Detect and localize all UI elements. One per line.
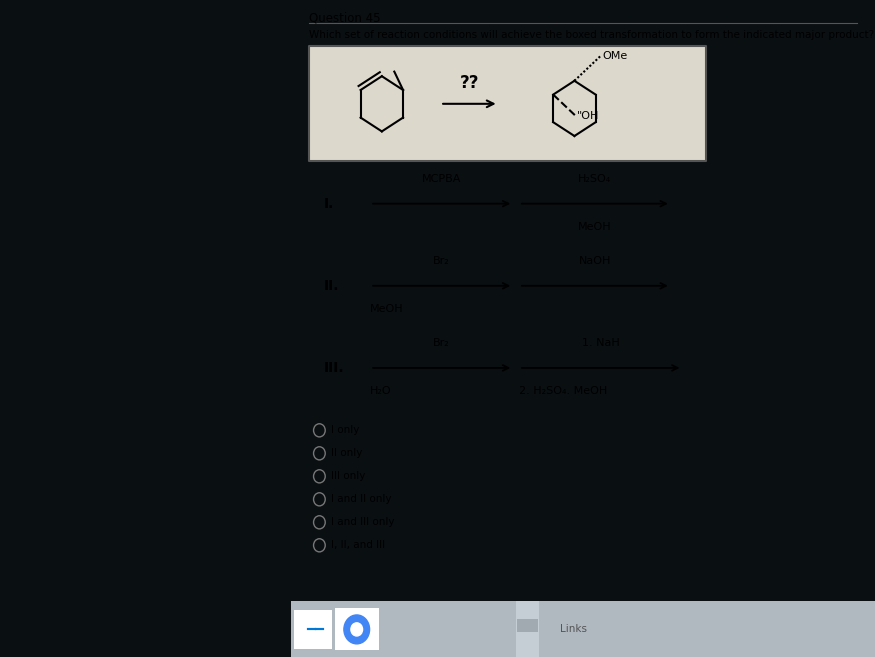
Text: "OH: "OH xyxy=(577,110,598,121)
Text: III.: III. xyxy=(324,361,344,375)
Text: MeOH: MeOH xyxy=(578,222,612,232)
Text: Br₂: Br₂ xyxy=(433,256,450,266)
Text: H₂SO₄: H₂SO₄ xyxy=(578,174,612,184)
Text: I and III only: I and III only xyxy=(331,517,395,528)
Bar xyxy=(335,608,379,650)
Text: MCPBA: MCPBA xyxy=(422,174,461,184)
Text: Links: Links xyxy=(560,624,587,635)
Text: I, II, and III: I, II, and III xyxy=(331,540,385,551)
Circle shape xyxy=(344,615,369,644)
Text: 2. H₂SO₄. MeOH: 2. H₂SO₄. MeOH xyxy=(519,386,607,396)
Text: I.: I. xyxy=(324,196,334,211)
Bar xyxy=(517,619,538,632)
Bar xyxy=(516,601,539,657)
Text: NaOH: NaOH xyxy=(578,256,611,266)
Text: Question 45: Question 45 xyxy=(309,12,381,25)
Text: II only: II only xyxy=(331,448,362,459)
Circle shape xyxy=(351,623,362,636)
Text: Which set of reaction conditions will achieve the boxed transformation to form t: Which set of reaction conditions will ac… xyxy=(309,30,874,39)
Bar xyxy=(309,46,706,161)
Text: II.: II. xyxy=(324,279,339,293)
Text: 1. NaH: 1. NaH xyxy=(582,338,619,348)
Text: I only: I only xyxy=(331,425,360,436)
Bar xyxy=(294,610,332,649)
Text: III only: III only xyxy=(331,471,366,482)
Text: I and II only: I and II only xyxy=(331,494,391,505)
Text: OMe: OMe xyxy=(603,51,627,61)
Text: H₂O: H₂O xyxy=(370,386,392,396)
Bar xyxy=(291,601,875,657)
Text: MeOH: MeOH xyxy=(370,304,403,314)
Text: ??: ?? xyxy=(459,74,480,92)
Text: Br₂: Br₂ xyxy=(433,338,450,348)
